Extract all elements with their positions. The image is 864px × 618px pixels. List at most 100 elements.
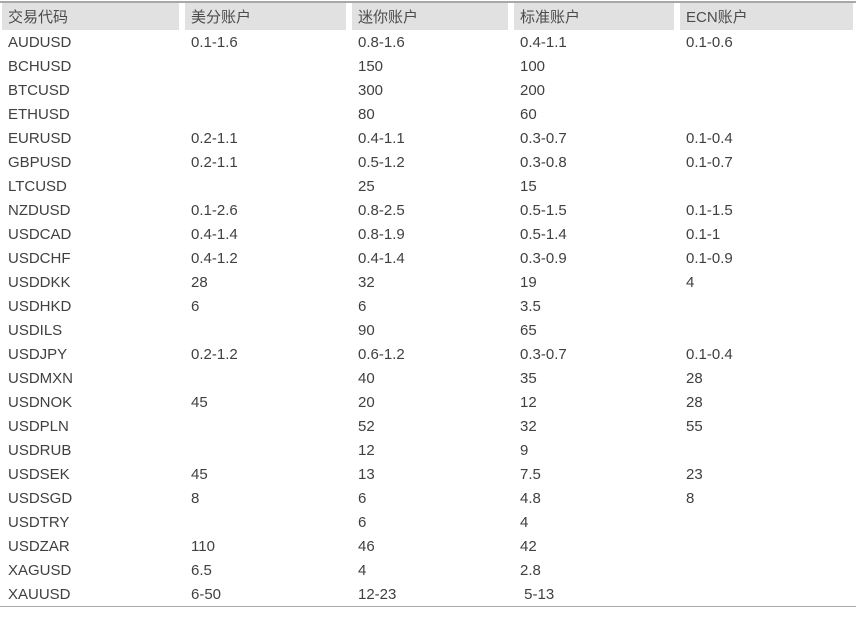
standard-account-cell: 15 [520, 177, 537, 195]
cent-account-cell [185, 438, 352, 462]
cent-account-cell: 45 [191, 465, 208, 483]
ecn-account-cell [680, 318, 856, 342]
cent-account-cell: 0.4-1.2 [191, 249, 238, 267]
ecn-account-cell: 0.1-1 [686, 225, 721, 243]
table-row: USDTRY 6 4 [0, 510, 856, 534]
table-header-row: 交易代码 美分账户 迷你账户 标准账户 ECN账户 [0, 3, 856, 30]
symbol-cell: GBPUSD [8, 153, 72, 171]
standard-account-cell: 65 [520, 321, 537, 339]
ecn-account-cell: 8 [686, 489, 695, 507]
cent-account-cell [185, 318, 352, 342]
cent-account-cell: 45 [191, 393, 208, 411]
mini-account-cell: 150 [358, 57, 384, 75]
ecn-account-cell [680, 438, 856, 462]
column-header-ecn-account: ECN账户 [680, 3, 856, 30]
symbol-cell: USDMXN [8, 369, 74, 387]
column-header-cent-account: 美分账户 [185, 3, 352, 30]
ecn-account-cell: 55 [686, 417, 703, 435]
ecn-account-cell [680, 582, 856, 606]
ecn-account-cell [680, 510, 856, 534]
mini-account-cell: 300 [358, 81, 384, 99]
table-row: LTCUSD 25 15 [0, 174, 856, 198]
standard-account-cell: 0.5-1.4 [520, 225, 567, 243]
symbol-cell: USDSGD [8, 489, 73, 507]
symbol-cell: USDTRY [8, 513, 70, 531]
ecn-account-cell [680, 54, 856, 78]
standard-account-cell: 60 [520, 105, 537, 123]
ecn-account-cell: 0.1-0.6 [686, 33, 733, 51]
mini-account-cell: 25 [358, 177, 375, 195]
symbol-cell: EURUSD [8, 129, 72, 147]
column-header-symbol: 交易代码 [0, 3, 185, 30]
column-header-mini-account: 迷你账户 [352, 3, 514, 30]
cent-account-cell [185, 366, 352, 390]
cent-account-cell: 0.1-1.6 [191, 33, 238, 51]
standard-account-cell: 42 [520, 537, 537, 555]
table-row: AUDUSD 0.1-1.6 0.8-1.6 0.4-1.1 0.1-0.6 [0, 30, 856, 54]
mini-account-cell: 46 [358, 537, 375, 555]
table-row: USDJPY 0.2-1.2 0.6-1.2 0.3-0.7 0.1-0.4 [0, 342, 856, 366]
table-row: USDCAD 0.4-1.4 0.8-1.9 0.5-1.4 0.1-1 [0, 222, 856, 246]
table-body: AUDUSD 0.1-1.6 0.8-1.6 0.4-1.1 0.1-0.6 B… [0, 30, 856, 606]
cent-account-cell: 6 [191, 297, 200, 315]
mini-account-cell: 0.8-1.6 [358, 33, 405, 51]
ecn-account-cell: 28 [686, 393, 703, 411]
table-row: XAGUSD 6.5 4 2.8 [0, 558, 856, 582]
symbol-cell: LTCUSD [8, 177, 67, 195]
symbol-cell: NZDUSD [8, 201, 71, 219]
mini-account-cell: 4 [358, 561, 367, 579]
ecn-account-cell: 0.1-0.4 [686, 129, 733, 147]
standard-account-cell: 12 [520, 393, 537, 411]
ecn-account-cell [680, 174, 856, 198]
symbol-cell: USDPLN [8, 417, 69, 435]
symbol-cell: BTCUSD [8, 81, 70, 99]
mini-account-cell: 6 [358, 297, 367, 315]
cent-account-cell [185, 102, 352, 126]
standard-account-cell: 35 [520, 369, 537, 387]
symbol-cell: USDZAR [8, 537, 70, 555]
mini-account-cell: 52 [358, 417, 375, 435]
mini-account-cell: 32 [358, 273, 375, 291]
standard-account-cell: 0.3-0.7 [520, 345, 567, 363]
cent-account-cell [185, 510, 352, 534]
table-row: USDILS 90 65 [0, 318, 856, 342]
table-row: EURUSD 0.2-1.1 0.4-1.1 0.3-0.7 0.1-0.4 [0, 126, 856, 150]
standard-account-cell: 0.5-1.5 [520, 201, 567, 219]
ecn-account-cell [680, 78, 856, 102]
standard-account-cell: 3.5 [520, 297, 541, 315]
ecn-account-cell: 28 [686, 369, 703, 387]
ecn-account-cell [680, 102, 856, 126]
table-row: NZDUSD 0.1-2.6 0.8-2.5 0.5-1.5 0.1-1.5 [0, 198, 856, 222]
spreads-table: 交易代码 美分账户 迷你账户 标准账户 ECN账户 AUDUSD 0.1-1.6… [0, 1, 856, 607]
standard-account-cell: 4 [520, 513, 529, 531]
table-row: BTCUSD 300 200 [0, 78, 856, 102]
mini-account-cell: 0.6-1.2 [358, 345, 405, 363]
ecn-account-cell: 23 [686, 465, 703, 483]
symbol-cell: USDHKD [8, 297, 72, 315]
standard-account-cell: 7.5 [520, 465, 541, 483]
symbol-cell: USDILS [8, 321, 63, 339]
table-row: ETHUSD 80 60 [0, 102, 856, 126]
mini-account-cell: 6 [358, 513, 367, 531]
mini-account-cell: 80 [358, 105, 375, 123]
cent-account-cell: 0.2-1.2 [191, 345, 238, 363]
table-row: USDPLN 52 32 55 [0, 414, 856, 438]
symbol-cell: USDJPY [8, 345, 68, 363]
standard-account-cell: 200 [520, 81, 546, 99]
symbol-cell: USDNOK [8, 393, 73, 411]
cent-account-cell: 0.2-1.1 [191, 129, 238, 147]
standard-account-cell: 0.3-0.9 [520, 249, 567, 267]
table-row: USDDKK 28 32 19 4 [0, 270, 856, 294]
symbol-cell: ETHUSD [8, 105, 70, 123]
ecn-account-cell: 4 [686, 273, 695, 291]
standard-account-cell: 0.3-0.7 [520, 129, 567, 147]
ecn-account-cell: 0.1-0.4 [686, 345, 733, 363]
cent-account-cell: 6.5 [191, 561, 212, 579]
table-header: 交易代码 美分账户 迷你账户 标准账户 ECN账户 [0, 3, 856, 30]
cent-account-cell [185, 78, 352, 102]
cent-account-cell: 0.4-1.4 [191, 225, 238, 243]
ecn-account-cell [680, 558, 856, 582]
mini-account-cell: 90 [358, 321, 375, 339]
table-row: GBPUSD 0.2-1.1 0.5-1.2 0.3-0.8 0.1-0.7 [0, 150, 856, 174]
symbol-cell: XAUUSD [8, 585, 71, 603]
